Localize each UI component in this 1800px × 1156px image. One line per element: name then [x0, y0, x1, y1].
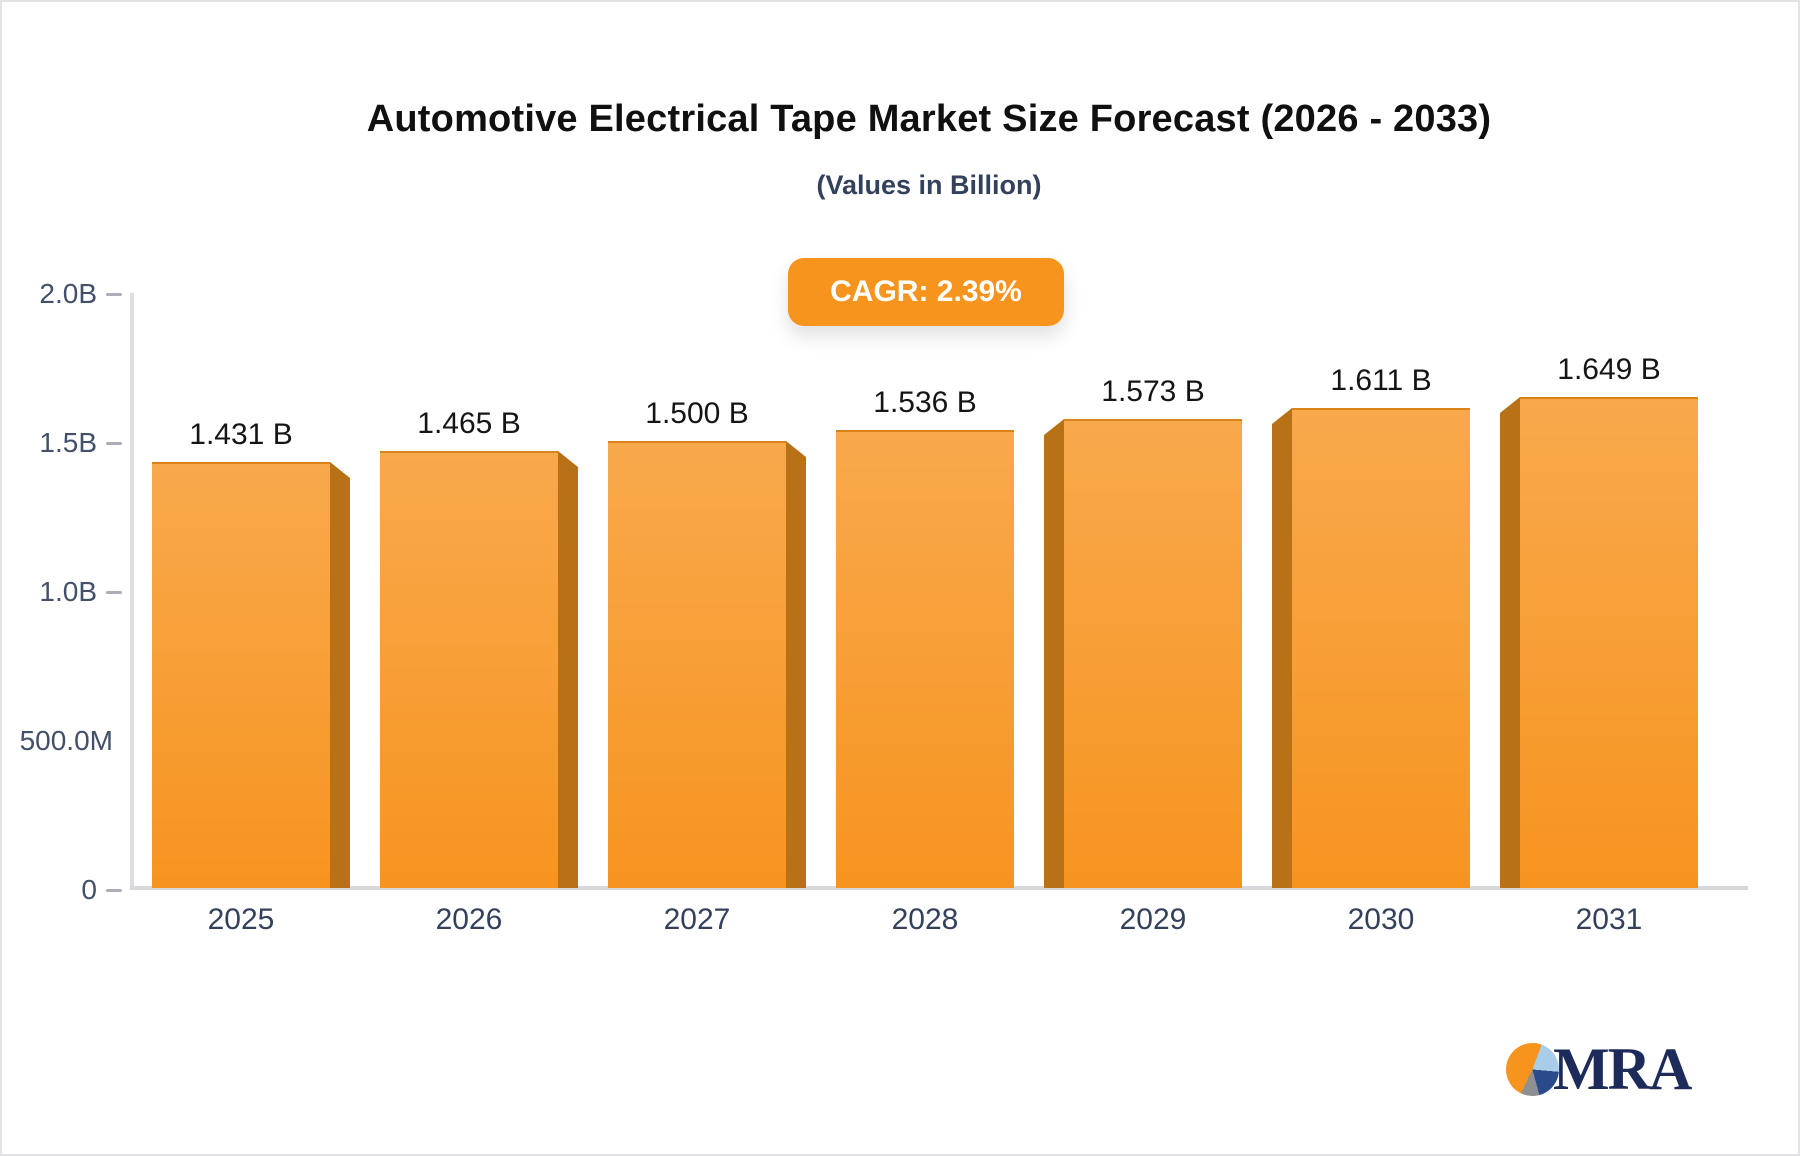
bar-value-label: 1.500 B: [645, 397, 749, 430]
x-axis-baseline: [130, 886, 1748, 890]
bar-value-label: 1.611 B: [1330, 364, 1432, 397]
bar-face: [380, 451, 558, 888]
bar-2031: [1500, 397, 1698, 888]
bar-face: [1292, 408, 1470, 888]
bar-2028: [836, 430, 1014, 888]
bar-value-label: 1.649 B: [1557, 353, 1661, 386]
logo-text: MRA: [1553, 1036, 1692, 1102]
bar-face: [1520, 397, 1698, 888]
bar-3d-side: [1272, 408, 1292, 888]
x-axis-label-2025: 2025: [207, 903, 275, 936]
bar-value-label: 1.465 B: [417, 407, 521, 440]
bar-face: [836, 430, 1014, 888]
x-axis-label-2027: 2027: [663, 903, 731, 936]
y-axis-tick-1.5B: 1.5B: [2, 426, 122, 460]
y-axis-line: [130, 293, 134, 890]
cagr-badge-label: CAGR: 2.39%: [830, 275, 1022, 308]
x-axis-label-2030: 2030: [1347, 903, 1415, 936]
bar-3d-side: [330, 462, 350, 888]
bar-2027: [608, 441, 806, 888]
bar-value-label: 1.573 B: [1101, 375, 1205, 408]
y-axis-tick-0: 0: [2, 873, 122, 907]
y-axis-tick-dash: [106, 888, 122, 892]
cagr-badge: CAGR: 2.39%: [788, 258, 1064, 326]
bar-value-label: 1.536 B: [873, 386, 977, 419]
y-axis-tick-dash: [106, 292, 122, 296]
y-axis-tick-label: 1.5B: [39, 427, 97, 458]
y-axis-tick-dash: [106, 441, 122, 445]
pie-chart-logo-icon: [1506, 1042, 1559, 1096]
x-axis-label-2026: 2026: [435, 903, 503, 936]
y-axis-tick-label: 2.0B: [39, 278, 97, 309]
x-axis-label-2031: 2031: [1575, 903, 1643, 936]
y-axis-tick-label: 0: [81, 874, 97, 905]
bar-face: [152, 462, 330, 888]
y-axis-tick-label: 1.0B: [39, 576, 97, 607]
y-axis-tick-1.0B: 1.0B: [2, 575, 122, 609]
bar-3d-side: [1044, 419, 1064, 888]
bar-2030: [1272, 408, 1470, 888]
bar-2026: [380, 451, 578, 888]
bar-2025: [152, 462, 350, 888]
chart-subtitle: (Values in Billion): [816, 170, 1042, 200]
y-axis-tick-500.0M: 500.0M: [2, 724, 122, 758]
bar-face: [608, 441, 786, 888]
bar-3d-side: [558, 451, 578, 888]
y-axis-tick-label: 500.0M: [19, 725, 113, 756]
bar-value-label: 1.431 B: [189, 418, 293, 451]
bar-2029: [1044, 419, 1242, 888]
mra-logo: MRA: [1506, 1036, 1692, 1102]
x-axis-label-2028: 2028: [891, 903, 959, 936]
bar-3d-side: [1500, 397, 1520, 888]
y-axis-tick-2.0B: 2.0B: [2, 277, 122, 311]
y-axis-tick-dash: [106, 590, 122, 594]
bar-face: [1064, 419, 1242, 888]
bar-3d-side: [786, 441, 806, 888]
chart-title: Automotive Electrical Tape Market Size F…: [366, 98, 1492, 140]
x-axis-label-2029: 2029: [1119, 903, 1187, 936]
